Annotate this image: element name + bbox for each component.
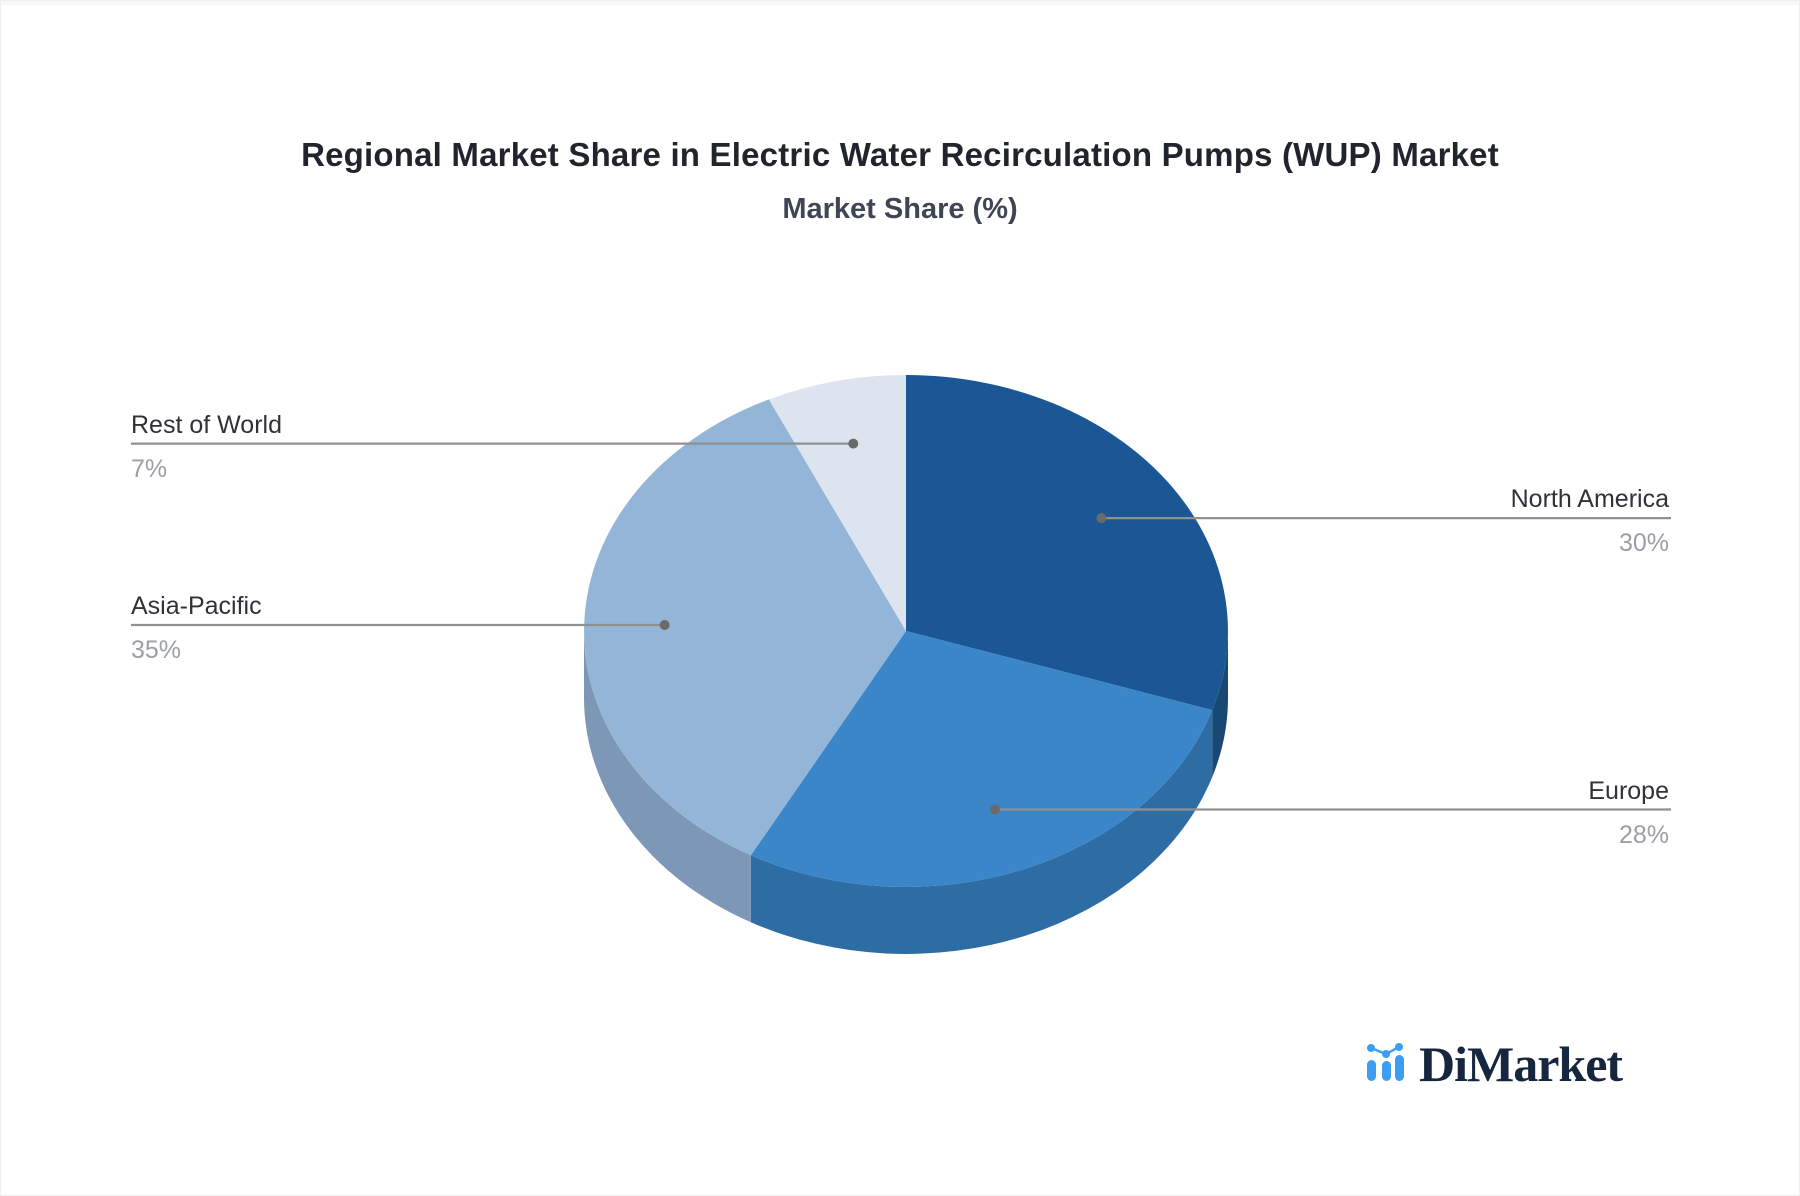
pie-slice-north-america <box>906 375 1228 711</box>
leader-dot-rest-of-world <box>848 438 859 449</box>
slice-pct: 28% <box>1618 820 1669 849</box>
slice-name: North America <box>1510 485 1669 514</box>
slice-label-north-america: North America 30% <box>1511 484 1669 558</box>
slice-pct: 35% <box>131 636 182 664</box>
logo-text: DiMarket <box>1419 1036 1623 1092</box>
pie-slice-asia-pacific <box>584 399 906 856</box>
dimarket-logo: DiMarket <box>1365 1036 1623 1092</box>
leader-dot-asia-pacific <box>659 620 670 630</box>
leader-dot-north-america <box>1096 513 1107 524</box>
pie-slice-rest-of-world <box>768 375 906 631</box>
slice-name: Asia-Pacific <box>131 592 262 620</box>
slice-label-asia-pacific: Asia-Pacific 35% <box>131 591 262 665</box>
pie-slice-side-north-america <box>1212 631 1228 778</box>
chart-subtitle: Market Share (%) <box>782 193 1018 225</box>
pie-slice-europe <box>750 631 1213 887</box>
slice-name: Europe <box>1588 776 1669 805</box>
slice-label-europe: Europe 28% <box>1588 776 1669 850</box>
top-edge-strip <box>1 1 1799 5</box>
leader-dot-europe <box>989 804 1000 815</box>
chart-title: Regional Market Share in Electric Water … <box>301 136 1499 173</box>
pie-slice-side-asia-pacific <box>584 631 751 923</box>
slice-label-rest-of-world: Rest of World 7% <box>131 410 282 484</box>
slice-pct: 30% <box>1618 529 1669 558</box>
slice-name: Rest of World <box>131 410 282 439</box>
pie-slice-side-europe <box>750 710 1213 954</box>
bar-line-chart-icon <box>1367 1043 1404 1081</box>
slice-pct: 7% <box>131 454 168 483</box>
